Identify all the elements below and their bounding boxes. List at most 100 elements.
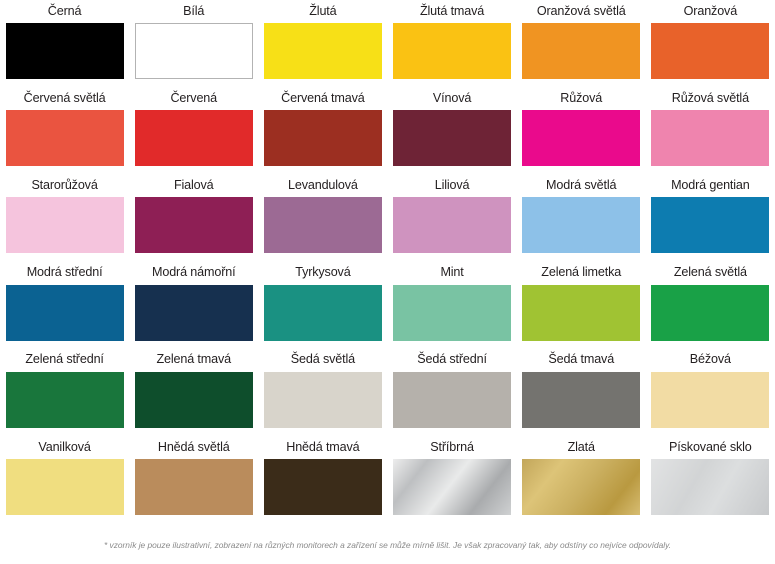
swatch-color-chip[interactable] [522, 371, 641, 428]
swatch-color-chip[interactable] [393, 197, 512, 254]
swatch-color-chip[interactable] [5, 371, 124, 428]
swatch-cell[interactable]: Vínová [387, 87, 516, 174]
swatch-cell[interactable]: Bílá [129, 0, 258, 87]
swatch-color-chip[interactable] [263, 23, 382, 79]
swatch-cell[interactable]: Starorůžová [0, 174, 129, 261]
swatch-cell[interactable]: Růžová [517, 87, 646, 174]
swatch-cell[interactable]: Tyrkysová [258, 262, 387, 349]
swatch-label: Červená tmavá [281, 90, 365, 105]
swatch-color-chip[interactable] [651, 458, 770, 515]
swatch-color-chip[interactable] [263, 284, 382, 341]
swatch-cell[interactable]: Pískované sklo [646, 436, 775, 523]
swatch-label: Vanilková [38, 439, 91, 454]
swatch-label: Růžová [560, 90, 603, 105]
swatch-cell[interactable]: Zelená limetka [517, 262, 646, 349]
swatch-cell[interactable]: Stříbrná [387, 436, 516, 523]
swatch-cell[interactable]: Zlatá [517, 436, 646, 523]
swatch-label: Modrá gentian [671, 178, 750, 193]
swatch-cell[interactable]: Zelená tmavá [129, 349, 258, 436]
swatch-cell[interactable]: Modrá světlá [517, 174, 646, 261]
swatch-label: Oranžová světlá [536, 3, 626, 18]
swatch-cell[interactable]: Žlutá tmavá [387, 0, 516, 87]
swatch-label: Mint [440, 265, 464, 280]
swatch-label: Zlatá [567, 439, 595, 454]
swatch-cell[interactable]: Modrá gentian [646, 174, 775, 261]
swatch-color-chip[interactable] [522, 284, 641, 341]
swatch-label: Stříbrná [430, 439, 474, 454]
swatch-color-chip[interactable] [651, 371, 770, 428]
swatch-cell[interactable]: Žlutá [258, 0, 387, 87]
swatch-color-chip[interactable] [263, 371, 382, 428]
swatch-cell[interactable]: Růžová světlá [646, 87, 775, 174]
swatch-label: Zelená tmavá [156, 352, 231, 367]
swatch-color-chip[interactable] [393, 284, 512, 341]
swatch-cell[interactable]: Zelená světlá [646, 262, 775, 349]
swatch-label: Červená světlá [23, 90, 106, 105]
swatch-color-chip[interactable] [263, 110, 382, 167]
swatch-label: Tyrkysová [295, 265, 351, 280]
swatch-color-chip[interactable] [393, 458, 512, 515]
swatch-color-chip[interactable] [134, 458, 253, 515]
swatch-color-chip[interactable] [5, 458, 124, 515]
footnote-disclaimer: * vzorník je pouze ilustrativní, zobraze… [104, 540, 671, 550]
swatch-color-chip[interactable] [134, 110, 253, 167]
swatch-cell[interactable]: Červená tmavá [258, 87, 387, 174]
swatch-color-chip[interactable] [651, 23, 770, 79]
swatch-label: Pískované sklo [669, 439, 752, 454]
swatch-color-chip[interactable] [522, 458, 641, 515]
swatch-label: Šedá střední [417, 352, 487, 367]
swatch-cell[interactable]: Béžová [646, 349, 775, 436]
swatch-color-chip[interactable] [651, 284, 770, 341]
swatch-label: Zelená světlá [673, 265, 747, 280]
swatch-color-chip[interactable] [5, 284, 124, 341]
swatch-label: Růžová světlá [671, 90, 749, 105]
swatch-color-chip[interactable] [134, 371, 253, 428]
swatch-label: Žlutá [309, 3, 337, 18]
swatch-color-chip[interactable] [5, 23, 124, 79]
swatch-label: Modrá světlá [546, 178, 617, 193]
swatch-color-chip[interactable] [263, 197, 382, 254]
swatch-cell[interactable]: Levandulová [258, 174, 387, 261]
swatch-color-chip[interactable] [393, 110, 512, 167]
swatch-cell[interactable]: Oranžová světlá [517, 0, 646, 87]
swatch-label: Modrá střední [26, 265, 103, 280]
swatch-color-chip[interactable] [134, 284, 253, 341]
swatch-cell[interactable]: Hnědá tmavá [258, 436, 387, 523]
swatch-cell[interactable]: Vanilková [0, 436, 129, 523]
swatch-cell[interactable]: Šedá střední [387, 349, 516, 436]
swatch-color-chip[interactable] [134, 197, 253, 254]
swatch-cell[interactable]: Zelená střední [0, 349, 129, 436]
color-swatch-grid: Černá Bílá Žlutá Žlutá tmavá Oranžová světlá… [0, 0, 775, 523]
swatch-cell[interactable]: Mint [387, 262, 516, 349]
swatch-color-chip[interactable] [393, 371, 512, 428]
swatch-cell[interactable]: Hnědá světlá [129, 436, 258, 523]
swatch-cell[interactable]: Oranžová [646, 0, 775, 87]
swatch-cell[interactable]: Šedá tmavá [517, 349, 646, 436]
swatch-cell[interactable]: Modrá střední [0, 262, 129, 349]
swatch-label: Hnědá tmavá [286, 439, 360, 454]
swatch-cell[interactable]: Červená [129, 87, 258, 174]
swatch-cell[interactable]: Liliová [387, 174, 516, 261]
swatch-label: Červená [170, 90, 218, 105]
swatch-color-chip[interactable] [522, 23, 641, 79]
swatch-cell[interactable]: Červená světlá [0, 87, 129, 174]
swatch-cell[interactable]: Modrá námořní [129, 262, 258, 349]
swatch-color-chip[interactable] [5, 197, 124, 254]
swatch-label: Oranžová [683, 3, 738, 18]
swatch-color-chip[interactable] [522, 197, 641, 254]
swatch-color-chip[interactable] [651, 110, 770, 167]
swatch-color-chip[interactable] [393, 23, 512, 79]
swatch-label: Modrá námořní [152, 265, 236, 280]
swatch-color-chip[interactable] [522, 110, 641, 167]
swatch-label: Zelená střední [25, 352, 104, 367]
swatch-color-chip[interactable] [5, 110, 124, 167]
swatch-cell[interactable]: Černá [0, 0, 129, 87]
swatch-color-chip[interactable] [263, 458, 382, 515]
swatch-color-chip[interactable] [651, 197, 770, 254]
swatch-cell[interactable]: Šedá světlá [258, 349, 387, 436]
swatch-label: Levandulová [288, 178, 358, 193]
swatch-cell[interactable]: Fialová [129, 174, 258, 261]
swatch-label: Šedá světlá [290, 352, 355, 367]
swatch-color-chip[interactable] [134, 23, 253, 79]
